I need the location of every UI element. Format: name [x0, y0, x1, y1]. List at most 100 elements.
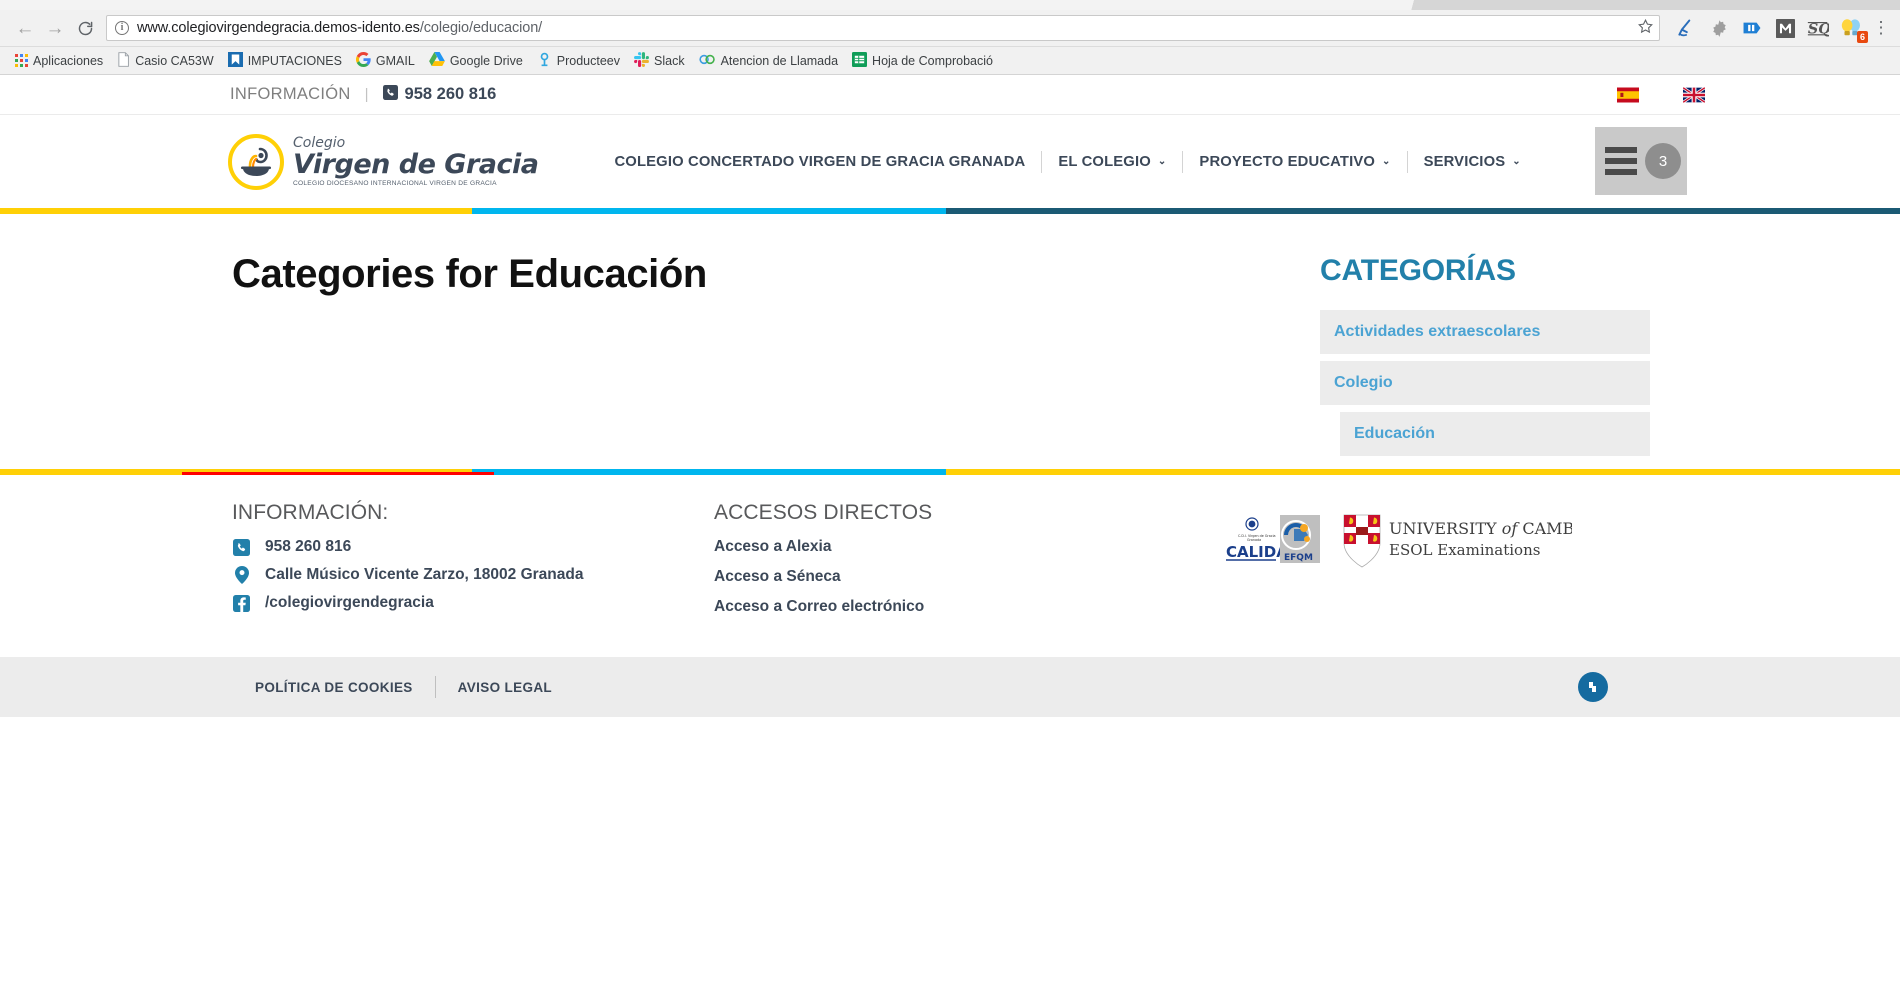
- svg-text:C.D.I. Virgen de Gracia: C.D.I. Virgen de Gracia: [1238, 534, 1276, 538]
- sidebar-categories: CATEGORÍAS Actividades extraescolares Co…: [1320, 252, 1650, 469]
- reload-icon[interactable]: [70, 13, 100, 43]
- hamburger-menu-panel[interactable]: 3: [1595, 127, 1687, 195]
- url-path: /colegio/educacion/: [419, 20, 543, 36]
- lightbulb-extension-icon[interactable]: 6: [1839, 16, 1868, 43]
- top-phone-text: 958 260 816: [404, 85, 497, 103]
- imputaciones-icon: [227, 51, 243, 70]
- nav-divider: [1182, 150, 1184, 173]
- bookmark-imputaciones[interactable]: IMPUTACIONES: [221, 50, 349, 72]
- calidad-efqm-logo: C.D.I. Virgen de Gracia Granada CALIDAD …: [1224, 513, 1322, 570]
- main-navigation: COLEGIO CONCERTADO VIRGEN DE GRACIA GRAN…: [598, 150, 1537, 173]
- language-switcher: [1617, 85, 1706, 104]
- info-circle-icon[interactable]: i: [115, 21, 129, 35]
- bookmark-hoja-de-comprobacion[interactable]: Hoja de Comprobació: [845, 50, 1000, 72]
- page-content: INFORMACIÓN | 958 260 816: [0, 75, 1900, 932]
- site-logo[interactable]: Colegio Virgen de Gracia COLEGIO DIOCESA…: [228, 133, 539, 190]
- gear-settings-icon[interactable]: [1707, 16, 1731, 40]
- main-column: Categories for Educación: [0, 252, 1320, 469]
- footer-phone-text: 958 260 816: [265, 538, 352, 555]
- footer-informacion-title: INFORMACIÓN:: [232, 501, 389, 524]
- kebab-menu-icon[interactable]: ⋮: [1872, 18, 1890, 38]
- browser-toolbar: ← → i www.colegiovirgendegracia.demos-id…: [0, 10, 1900, 47]
- chevron-down-icon: ⌄: [1382, 156, 1391, 167]
- top-info-separator: |: [364, 86, 369, 103]
- google-drive-icon: [428, 52, 445, 69]
- idento-logo-icon[interactable]: [1578, 672, 1608, 702]
- cart-badge-count[interactable]: 3: [1645, 143, 1681, 179]
- chevron-down-icon: ⌄: [1157, 156, 1167, 167]
- footer-facebook-row[interactable]: /colegiovirgendegracia: [232, 594, 714, 612]
- bookmark-casio-ca53w[interactable]: Casio CA53W: [110, 50, 221, 72]
- url-domain: www.colegiovirgendegracia.demos-idento.e…: [137, 20, 420, 36]
- footer-address-row[interactable]: Calle Músico Vicente Zarzo, 18002 Granad…: [232, 566, 714, 584]
- top-phone-link[interactable]: 958 260 816: [382, 84, 497, 105]
- footer-link-alexia[interactable]: Acceso a Alexia: [714, 538, 832, 555]
- logo-emblem-icon: [228, 133, 284, 190]
- sidebar-item-label: Actividades extraescolares: [1334, 323, 1541, 340]
- page-title: Categories for Educación: [232, 252, 707, 296]
- bookmark-gmail[interactable]: GMAIL: [349, 50, 422, 72]
- site-footer: INFORMACIÓN: 958 260 816 Calle Músico Vi…: [0, 475, 1900, 657]
- bookmark-aplicaciones[interactable]: Aplicaciones: [8, 52, 110, 70]
- logo-text: Colegio Virgen de Gracia COLEGIO DIOCESA…: [293, 134, 539, 188]
- awesome-screenshot-icon[interactable]: [1674, 16, 1698, 40]
- legal-bar: POLÍTICA DE COOKIES AVISO LEGAL: [0, 657, 1900, 717]
- tag-extension-icon[interactable]: [1740, 16, 1764, 40]
- bookmark-label: GMAIL: [375, 53, 415, 68]
- bookmark-atencion-de-llamada[interactable]: Atencion de Llamada: [692, 50, 845, 71]
- bookmark-label: Google Drive: [449, 53, 523, 68]
- active-tab[interactable]: [0, 0, 1422, 10]
- bookmarks-bar: Aplicaciones Casio CA53W IMPUTACIONES GM…: [0, 47, 1900, 75]
- sidebar-item-colegio[interactable]: Colegio: [1320, 361, 1650, 405]
- svg-text:ESOL Examinations: ESOL Examinations: [1389, 541, 1540, 559]
- tab-slant-edge: [1400, 0, 1424, 10]
- bookmark-label: Atencion de Llamada: [720, 53, 839, 68]
- map-pin-icon: [232, 566, 251, 584]
- sidebar-item-actividades-extraescolares[interactable]: Actividades extraescolares: [1320, 310, 1650, 354]
- footer-accesos-title: ACCESOS DIRECTOS: [714, 501, 933, 524]
- footer-link-seneca[interactable]: Acceso a Séneca: [714, 568, 841, 585]
- mailtrack-icon[interactable]: [1773, 16, 1797, 40]
- color-stripe-top: [0, 208, 1900, 214]
- phone-icon: [232, 538, 251, 556]
- bookmark-label: Producteev: [556, 53, 621, 68]
- seoquake-icon[interactable]: SQ: [1806, 16, 1830, 40]
- browser-chrome: ← → i www.colegiovirgendegracia.demos-id…: [0, 0, 1900, 75]
- bookmark-label: Slack: [654, 53, 685, 68]
- footer-phone-row[interactable]: 958 260 816: [232, 538, 714, 556]
- page-icon: [117, 51, 130, 70]
- cloud-icon: [698, 52, 716, 69]
- nav-item-proyecto-educativo[interactable]: PROYECTO EDUCATIVO ⌄: [1183, 154, 1406, 170]
- bookmark-label: Aplicaciones: [33, 53, 104, 68]
- nav-divider: [1406, 150, 1408, 173]
- facebook-icon: [232, 594, 251, 612]
- bookmark-producteev[interactable]: Producteev: [530, 50, 627, 72]
- google-icon: [355, 51, 371, 70]
- main-content: Categories for Educación CATEGORÍAS Acti…: [0, 214, 1900, 534]
- bookmark-star-icon[interactable]: [1638, 18, 1653, 38]
- site-header: Colegio Virgen de Gracia COLEGIO DIOCESA…: [0, 115, 1900, 208]
- logo-line-1: Colegio: [293, 134, 346, 151]
- nav-item-colegio-concertado[interactable]: COLEGIO CONCERTADO VIRGEN DE GRACIA GRAN…: [598, 154, 1041, 170]
- sidebar-item-educacion[interactable]: Educación: [1340, 412, 1650, 456]
- stripe-cyan: [472, 208, 946, 214]
- footer-link-correo[interactable]: Acceso a Correo electrónico: [714, 598, 925, 615]
- phone-icon: [382, 84, 398, 105]
- extension-icons: SQ 6 ⋮: [1668, 16, 1890, 43]
- flag-spain-icon[interactable]: [1617, 87, 1639, 102]
- bookmark-google-drive[interactable]: Google Drive: [422, 50, 530, 71]
- legal-link-politica-de-cookies[interactable]: POLÍTICA DE COOKIES: [255, 679, 413, 695]
- svg-text:UNIVERSITY of CAMBRIDGE: UNIVERSITY of CAMBRIDGE: [1389, 519, 1572, 538]
- footer-facebook-text: /colegiovirgendegracia: [265, 594, 434, 611]
- back-arrow-icon[interactable]: ←: [15, 17, 35, 39]
- hamburger-menu-icon[interactable]: [1605, 147, 1637, 175]
- tab-strip: [0, 0, 1900, 10]
- nav-item-servicios[interactable]: SERVICIOS ⌄: [1408, 154, 1537, 170]
- legal-link-aviso-legal[interactable]: AVISO LEGAL: [457, 679, 553, 695]
- forward-arrow-icon[interactable]: →: [45, 17, 65, 39]
- footer-columns: INFORMACIÓN: 958 260 816 Calle Músico Vi…: [0, 501, 1900, 628]
- nav-item-el-colegio[interactable]: EL COLEGIO ⌄: [1042, 154, 1182, 170]
- bookmark-slack[interactable]: Slack: [627, 50, 692, 72]
- flag-uk-icon[interactable]: [1682, 85, 1706, 104]
- address-bar[interactable]: i www.colegiovirgendegracia.demos-idento…: [106, 15, 1660, 41]
